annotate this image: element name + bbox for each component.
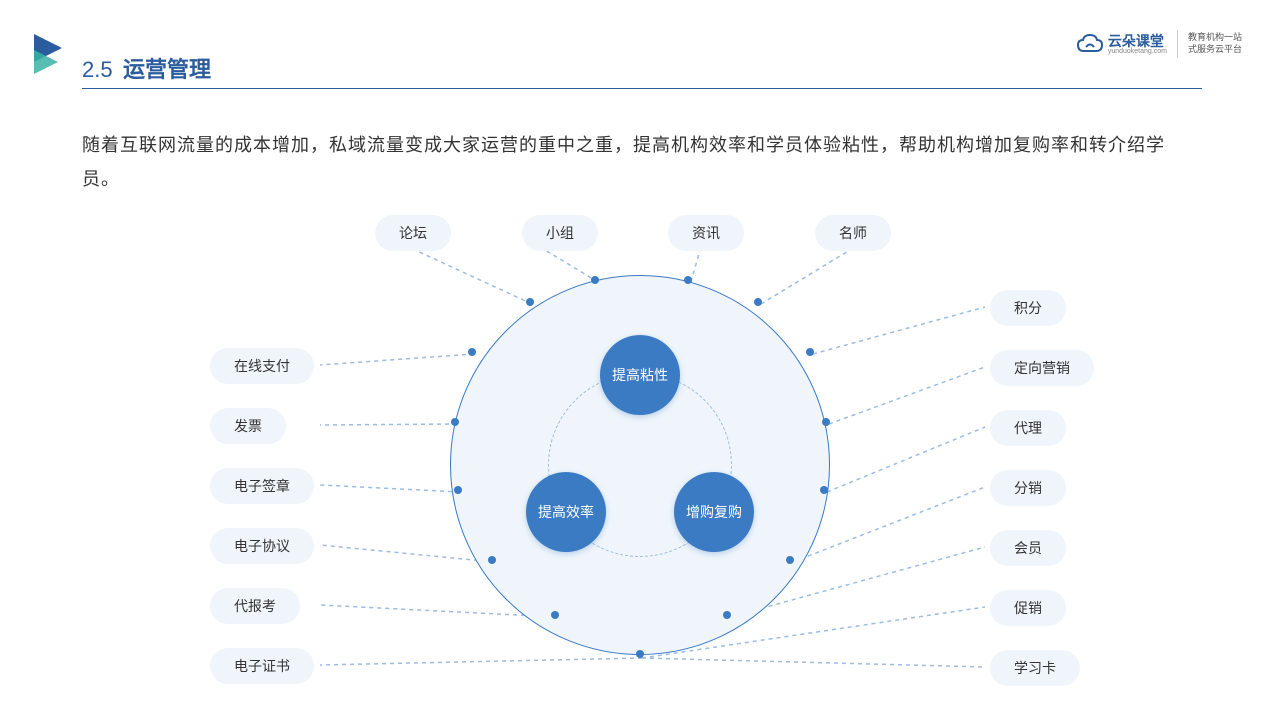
feature-pill-left: 在线支付	[210, 348, 314, 384]
logo-divider	[1177, 30, 1178, 58]
center-node: 提高效率	[526, 472, 606, 552]
feature-pill-top: 小组	[522, 215, 598, 251]
intro-paragraph: 随着互联网流量的成本增加，私域流量变成大家运营的重中之重，提高机构效率和学员体验…	[82, 128, 1202, 196]
feature-pill-right: 分销	[990, 470, 1066, 506]
ring-dot	[754, 298, 762, 306]
ring-dot	[806, 348, 814, 356]
feature-pill-right: 学习卡	[990, 650, 1080, 686]
feature-pill-left: 代报考	[210, 588, 300, 624]
feature-pill-right: 定向营销	[990, 350, 1094, 386]
ring-dot	[684, 276, 692, 284]
center-node: 提高粘性	[600, 335, 680, 415]
section-heading: 2.5 运营管理	[82, 52, 1202, 84]
heading-underline	[82, 88, 1202, 89]
ring-dot	[786, 556, 794, 564]
ring-dot	[822, 418, 830, 426]
section-number: 2.5	[82, 57, 113, 83]
logo-block: 云朵课堂 yunduoketang.com 教育机构一站 式服务云平台	[1076, 30, 1242, 58]
ring-dot	[468, 348, 476, 356]
cloud-icon	[1076, 33, 1104, 55]
feature-pill-left: 发票	[210, 408, 286, 444]
ring-dot	[451, 418, 459, 426]
ring-dot	[526, 298, 534, 306]
ring-dot	[636, 650, 644, 658]
feature-pill-left: 电子签章	[210, 468, 314, 504]
ring-dot	[454, 486, 462, 494]
logo-subtext: yunduoketang.com	[1108, 48, 1167, 55]
feature-pill-right: 会员	[990, 530, 1066, 566]
section-title: 运营管理	[123, 52, 211, 84]
operations-diagram: 提高粘性提高效率增购复购 论坛 小组 资讯 名师在线支付发票电子签章电子协议代报考电子证…	[0, 200, 1280, 720]
feature-pill-left: 电子证书	[210, 648, 314, 684]
logo-tagline: 教育机构一站 式服务云平台	[1188, 32, 1242, 55]
feature-pill-top: 名师	[815, 215, 891, 251]
ring-dot	[551, 611, 559, 619]
ring-dot	[591, 276, 599, 284]
center-node: 增购复购	[674, 472, 754, 552]
ring-dot	[488, 556, 496, 564]
feature-pill-right: 积分	[990, 290, 1066, 326]
feature-pill-right: 促销	[990, 590, 1066, 626]
feature-pill-right: 代理	[990, 410, 1066, 446]
feature-pill-top: 资讯	[668, 215, 744, 251]
feature-pill-left: 电子协议	[210, 528, 314, 564]
ring-dot	[723, 611, 731, 619]
feature-pill-top: 论坛	[375, 215, 451, 251]
ring-dot	[820, 486, 828, 494]
logo-text: 云朵课堂	[1108, 34, 1167, 48]
